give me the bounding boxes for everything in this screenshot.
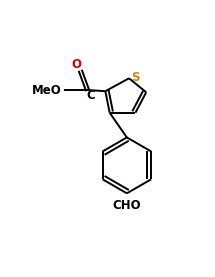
Text: O: O xyxy=(71,58,81,71)
Text: CHO: CHO xyxy=(112,199,141,212)
Text: S: S xyxy=(132,71,140,84)
Text: MeO: MeO xyxy=(32,84,61,97)
Text: C: C xyxy=(86,89,95,102)
